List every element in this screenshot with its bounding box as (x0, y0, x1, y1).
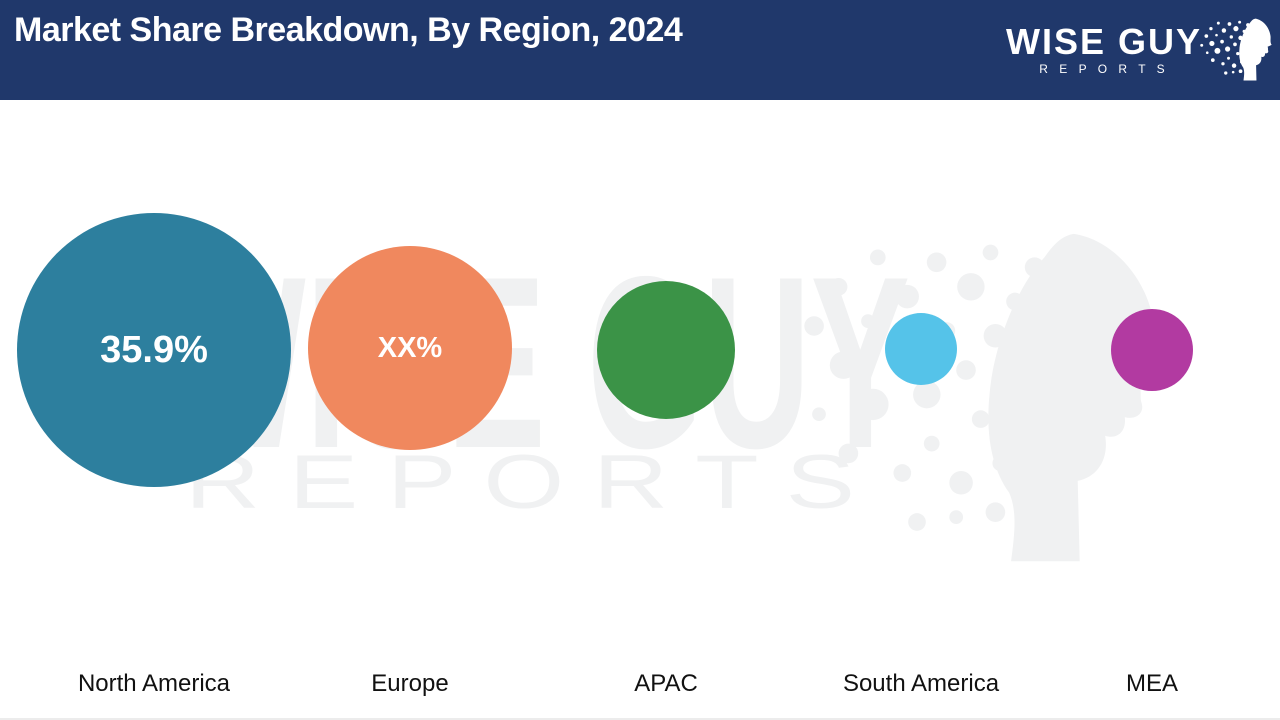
brand-logo: WISE GUY R E P O R T S (1006, 0, 1272, 92)
bubble-apac (597, 281, 735, 419)
bubble-mea (1111, 309, 1193, 391)
bubble-south-america (885, 313, 957, 385)
brand-subtitle: R E P O R T S (1039, 61, 1169, 76)
brand-name: WISE GUY (1005, 20, 1202, 62)
bubble-europe: XX% (308, 246, 512, 450)
region-label-apac: APAC (634, 670, 698, 697)
page-title: Market Share Breakdown, By Region, 2024 (14, 11, 683, 49)
region-label-north-america: North America (77, 670, 231, 697)
header-bar: Market Share Breakdown, By Region, 2024 … (0, 0, 1280, 100)
brand-head-profile-icon (1200, 18, 1272, 81)
brand-logo-text: WISE GUY R E P O R T S (1005, 20, 1202, 76)
region-label-mea: MEA (1125, 670, 1178, 697)
region-label-south-america: South America (842, 670, 1000, 697)
region-label-europe: Europe (371, 670, 449, 697)
bubble-north-america: 35.9% (17, 213, 291, 487)
